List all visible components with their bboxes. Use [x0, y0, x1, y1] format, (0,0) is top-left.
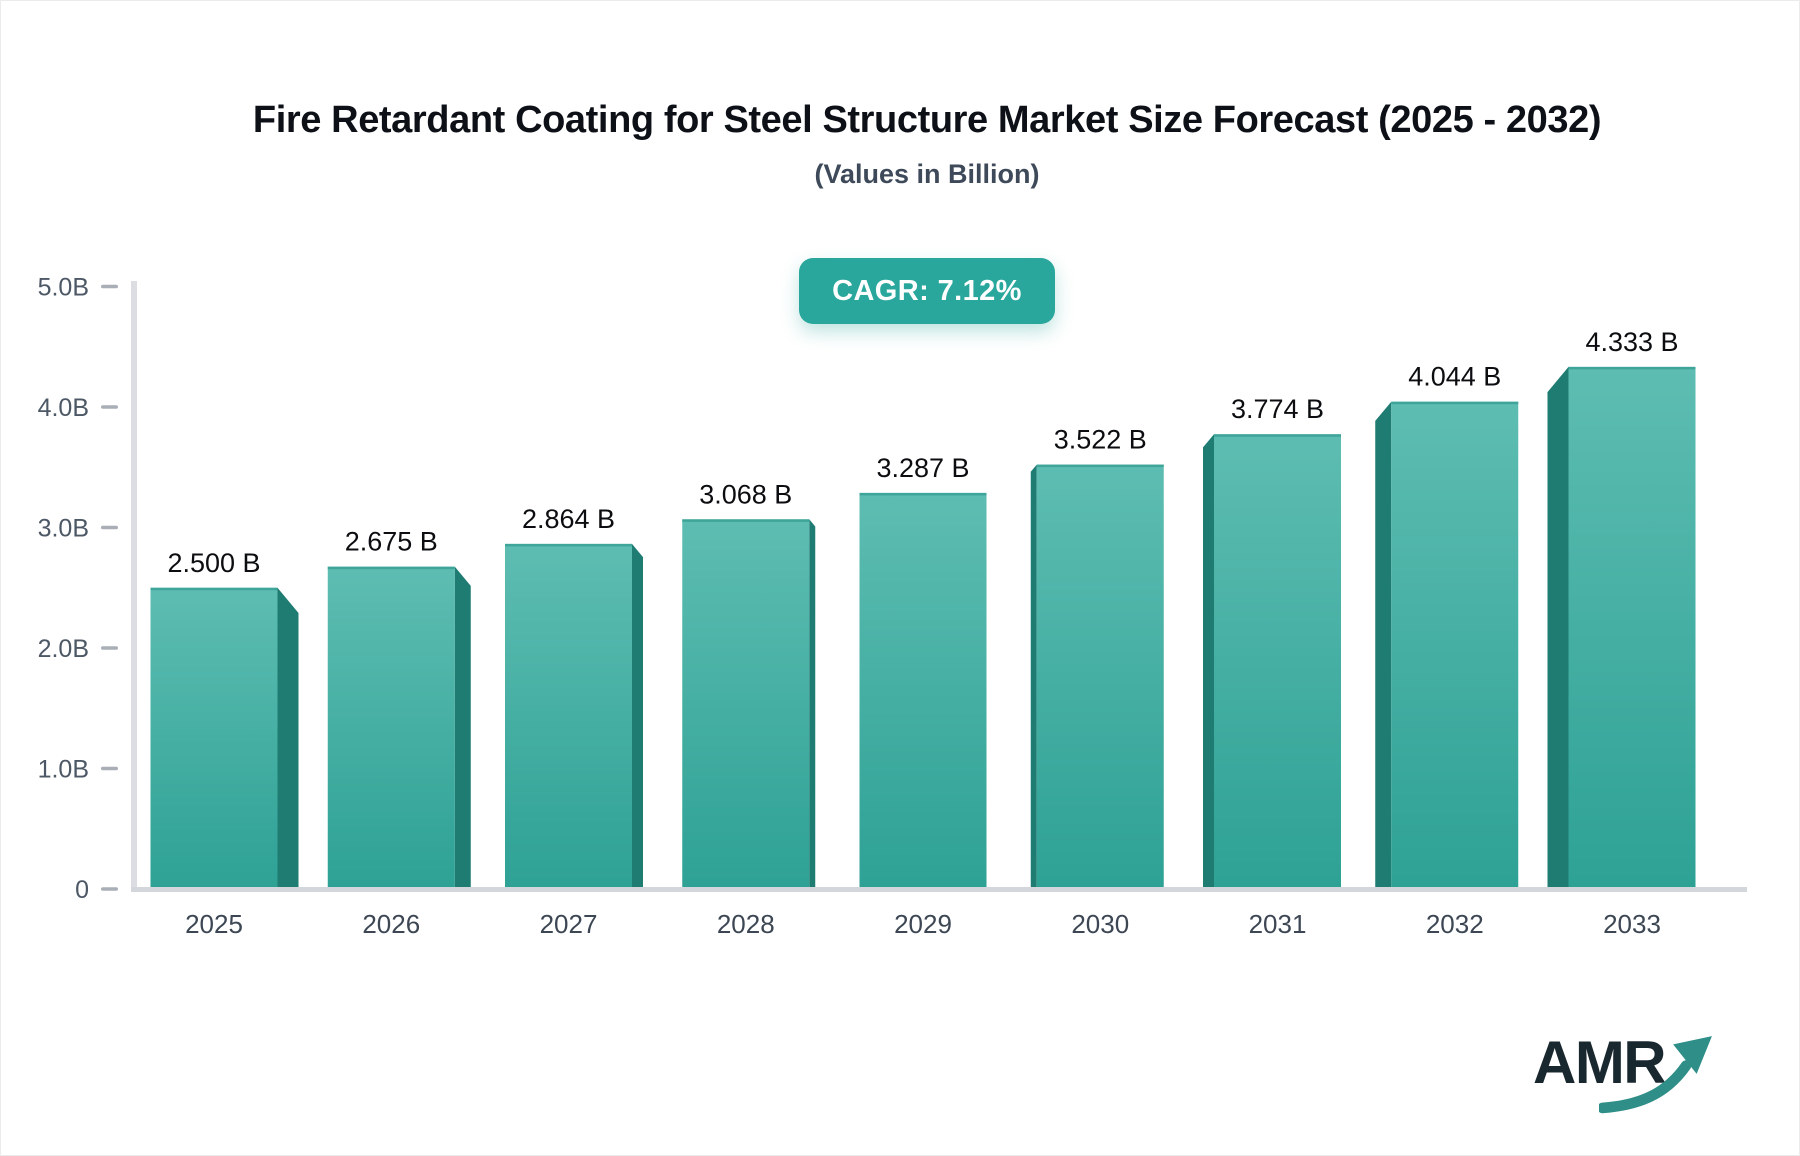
bar-side-face — [1203, 434, 1214, 889]
brand-logo: AMR — [1533, 1031, 1733, 1121]
y-axis-tick-dash — [101, 887, 118, 891]
x-axis-label: 2031 — [1249, 909, 1307, 939]
bar-front-face — [150, 587, 278, 889]
brand-arrow-icon — [1599, 1036, 1712, 1114]
brand-arrow-head — [1673, 1036, 1712, 1074]
bar-value-label: 3.522 B — [1054, 425, 1147, 455]
bar-side-face — [809, 519, 816, 889]
bar-top-edge — [1391, 401, 1519, 405]
bar-front-face — [327, 566, 455, 889]
x-axis-label: 2030 — [1071, 909, 1129, 939]
x-axis-label: 2033 — [1603, 909, 1661, 939]
bar-side-face — [1375, 401, 1392, 889]
page-subtitle: (Values in Billion) — [814, 159, 1040, 189]
bar-value-label: 2.864 B — [522, 504, 615, 534]
x-axis-label: 2032 — [1426, 909, 1484, 939]
bar-front-face — [1568, 366, 1696, 889]
bar-value-label: 3.068 B — [699, 479, 792, 509]
bar-value-label: 2.500 B — [167, 548, 260, 578]
bar-top-edge — [327, 566, 455, 570]
y-axis-tick-label: 4.0B — [38, 394, 89, 422]
bar-2031[interactable] — [1203, 434, 1341, 889]
bar-2028[interactable] — [682, 519, 816, 889]
bar-top-edge — [859, 492, 987, 496]
bar-top-edge — [150, 587, 278, 591]
bar-2026[interactable] — [327, 566, 471, 889]
x-axis-label: 2026 — [362, 909, 420, 939]
bar-value-label: 2.675 B — [345, 527, 438, 557]
bar-side-face — [454, 566, 471, 889]
bar-value-label: 3.774 B — [1231, 394, 1324, 424]
y-axis-tick-label: 2.0B — [38, 635, 89, 663]
bar-front-face — [1391, 401, 1519, 889]
bar-2025[interactable] — [150, 587, 299, 889]
x-axis-label: 2025 — [185, 909, 243, 939]
bar-2032[interactable] — [1375, 401, 1519, 889]
brand-logo-text: AMR — [1533, 1029, 1667, 1096]
bar-side-face — [632, 543, 643, 889]
y-axis-tick-dash — [101, 766, 118, 771]
bar-front-face — [1214, 434, 1341, 889]
x-axis-label: 2029 — [894, 909, 952, 939]
bar-front-face — [682, 519, 810, 889]
bar-front-face — [505, 543, 632, 889]
bar-top-edge — [1568, 366, 1696, 370]
bar-top-edge — [505, 543, 632, 547]
y-axis-tick-dash — [101, 284, 118, 289]
cagr-badge: CAGR: 7.12% — [799, 258, 1055, 324]
y-axis-line — [131, 281, 137, 892]
bar-2027[interactable] — [505, 543, 643, 889]
page-title: Fire Retardant Coating for Steel Structu… — [252, 99, 1602, 141]
bar-front-face — [859, 492, 987, 889]
y-axis-tick-label: 0 — [75, 876, 89, 904]
y-axis-tick-dash — [101, 405, 118, 409]
y-axis-tick-dash — [101, 525, 118, 530]
bar-2030[interactable] — [1030, 464, 1164, 889]
bar-value-label: 4.044 B — [1408, 362, 1501, 392]
x-axis-label: 2027 — [540, 909, 598, 939]
y-axis-tick-label: 5.0B — [38, 274, 89, 302]
bar-side-face — [1030, 464, 1037, 889]
bar-value-label: 4.333 B — [1585, 327, 1678, 357]
bar-top-edge — [1214, 434, 1341, 437]
bar-top-edge — [682, 519, 810, 522]
y-axis-tick-label: 3.0B — [38, 515, 89, 543]
y-axis-tick-dash — [101, 646, 118, 650]
brand-arrow-tail — [1599, 1060, 1692, 1114]
bar-2033[interactable] — [1547, 366, 1696, 889]
bar-top-edge — [1036, 464, 1164, 468]
chart-header: Fire Retardant Coating for Steel Structu… — [27, 1, 1799, 189]
bar-side-face — [1547, 366, 1569, 889]
bar-front-face — [1036, 464, 1164, 889]
bar-side-face — [277, 587, 299, 889]
bar-2029[interactable] — [859, 492, 987, 889]
x-axis-label: 2028 — [717, 909, 775, 939]
x-axis-baseline — [131, 887, 1747, 892]
y-axis-tick-label: 1.0B — [38, 756, 89, 784]
bar-value-label: 3.287 B — [876, 453, 969, 483]
